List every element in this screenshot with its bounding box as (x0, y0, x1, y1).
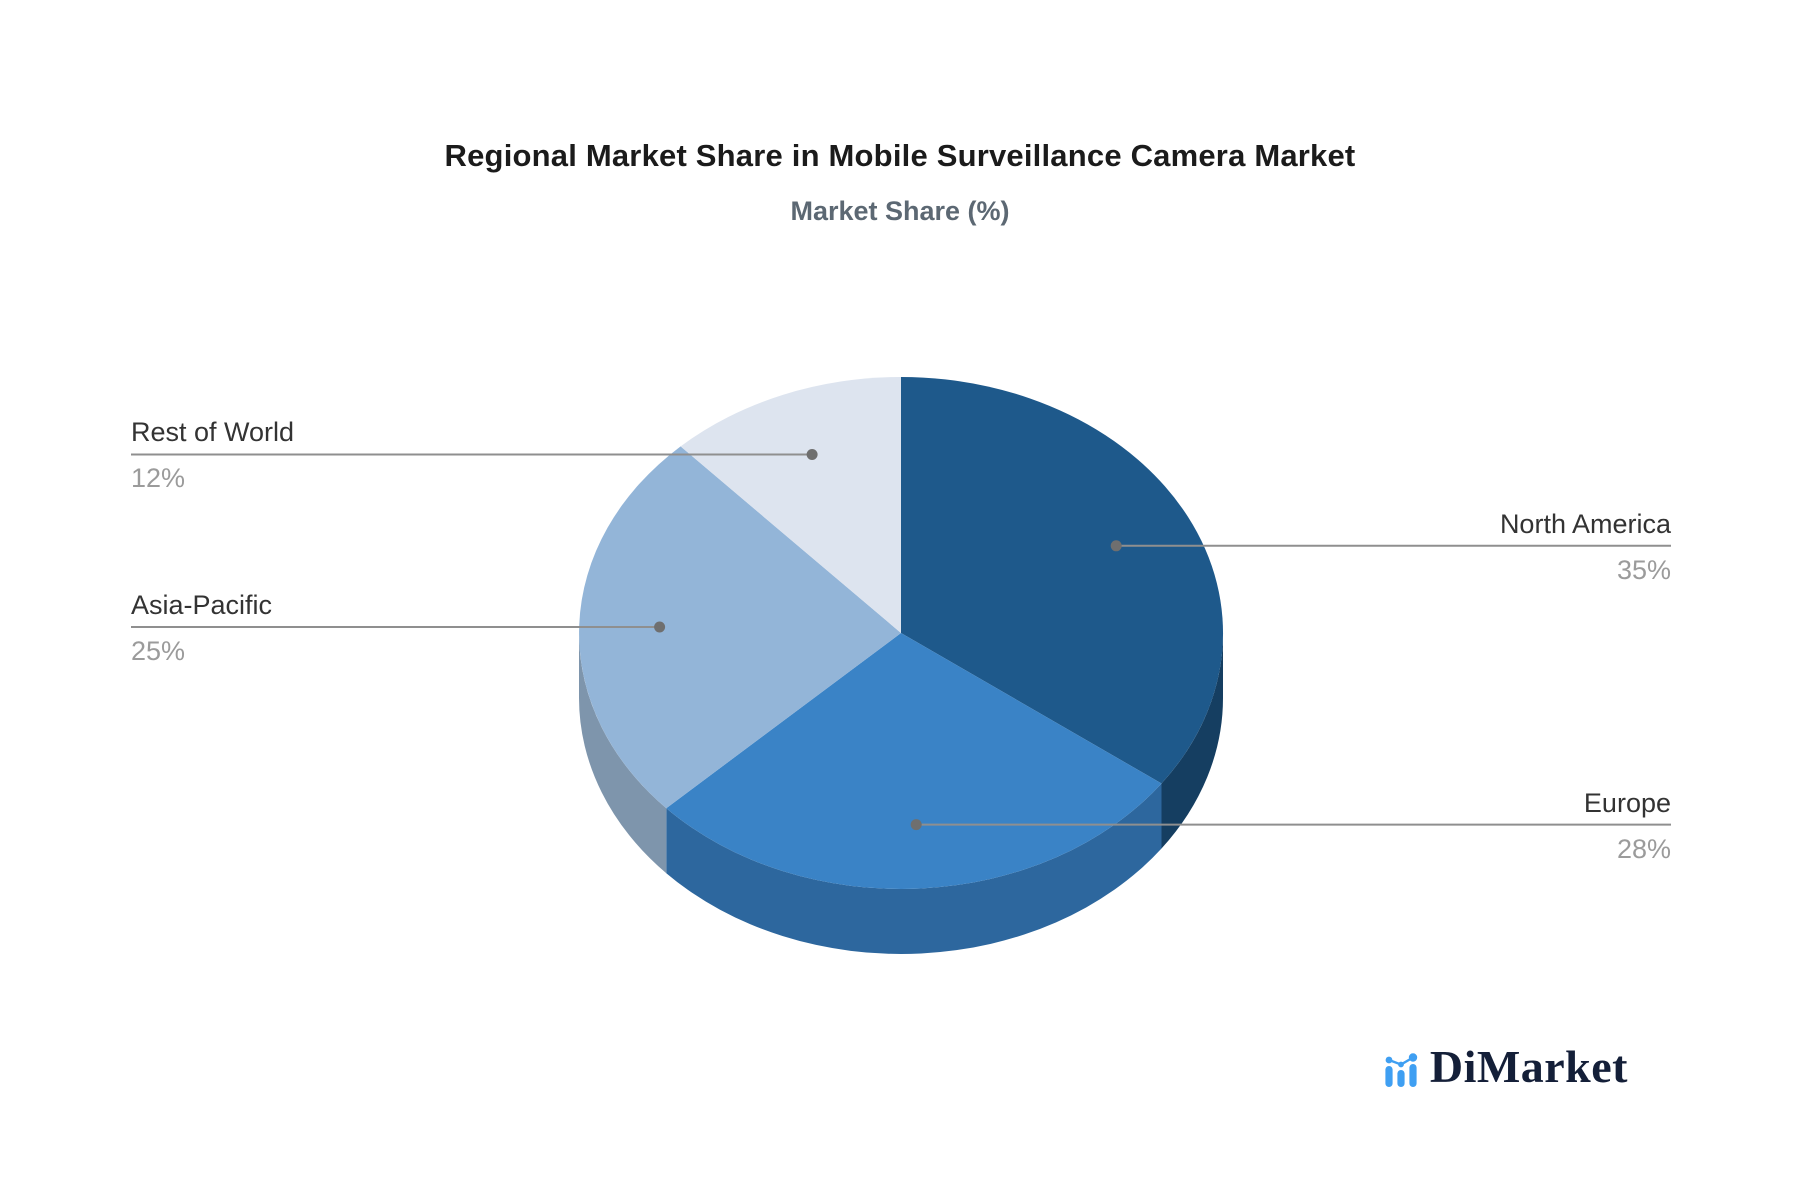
slice-label-rest-of-world: Rest of World (131, 417, 295, 448)
leader-dot (806, 449, 818, 460)
slice-label-asia-pacific: Asia-Pacific (131, 589, 273, 620)
slice-value-asia-pacific: 25% (131, 635, 186, 666)
leader-dot (654, 621, 666, 633)
slice-label-europe: Europe (1583, 787, 1671, 818)
dimarket-logo: DiMarket (1382, 1044, 1628, 1090)
pie-slice-north-america (901, 377, 1224, 784)
chart-title: Regional Market Share in Mobile Surveill… (444, 138, 1356, 173)
pie-slice-side-europe (666, 783, 1162, 954)
slice-value-rest-of-world: 12% (131, 463, 186, 494)
slice-label-north-america: North America (1499, 508, 1671, 539)
pie-slice-side-asia-pacific (579, 633, 667, 874)
pie-slice-asia-pacific (579, 446, 901, 809)
leader-dot (910, 819, 922, 831)
pie-slice-rest-of-world (680, 377, 901, 633)
dimarket-logo-icon (1385, 1053, 1418, 1087)
leader-dot (1110, 540, 1122, 552)
slice-value-europe: 28% (1616, 833, 1671, 864)
dimarket-logo-text: DiMarket (1429, 1041, 1628, 1092)
chart-subtitle: Market Share (%) (790, 196, 1010, 226)
slice-value-north-america: 35% (1616, 554, 1671, 585)
pie-slice-side-north-america (1161, 633, 1224, 849)
